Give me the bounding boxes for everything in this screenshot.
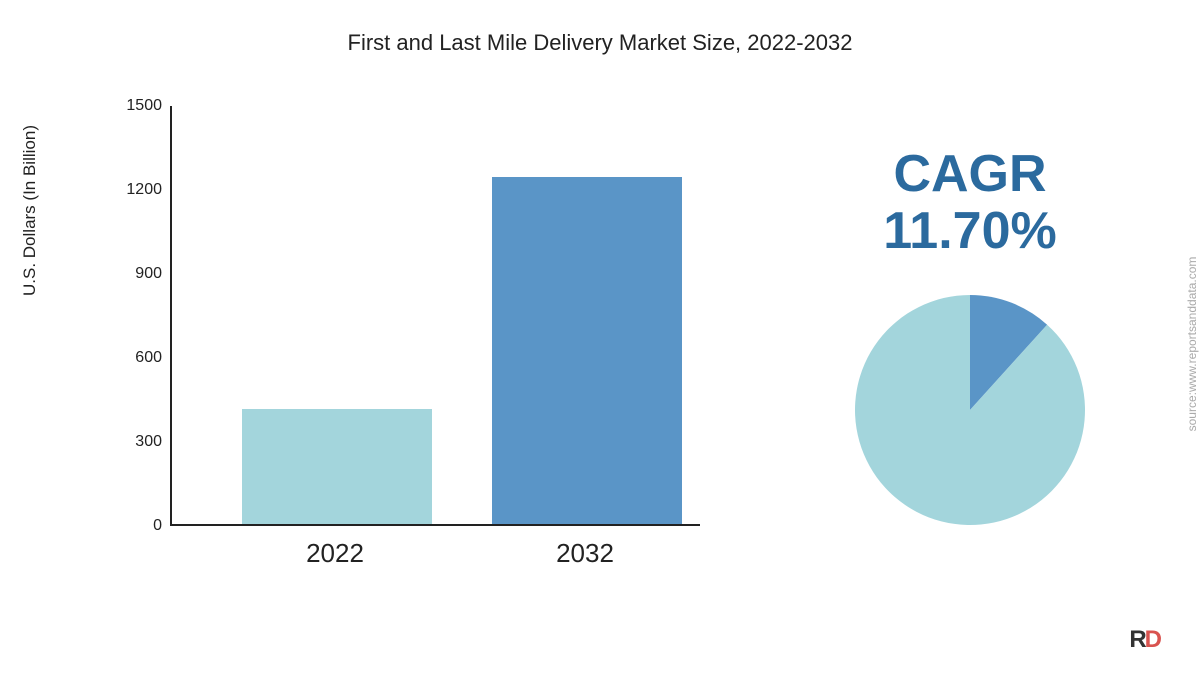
brand-logo: RD: [1129, 626, 1160, 654]
bar: [242, 409, 432, 524]
bar-chart: U.S. Dollars (In Billion) 03006009001200…: [40, 106, 720, 586]
plot-area: [170, 106, 700, 526]
y-tick: 1200: [120, 181, 162, 199]
x-tick: 2032: [556, 538, 614, 569]
y-tick: 0: [120, 517, 162, 535]
cagr-value: 11.70%: [780, 203, 1160, 260]
x-tick: 2022: [306, 538, 364, 569]
logo-d: D: [1145, 626, 1160, 653]
pie-chart: [780, 295, 1160, 525]
content-row: U.S. Dollars (In Billion) 03006009001200…: [40, 106, 1160, 626]
y-tick: 900: [120, 265, 162, 283]
pie-slice: [855, 295, 1085, 525]
cagr-panel: CAGR 11.70%: [720, 106, 1160, 525]
chart-title: First and Last Mile Delivery Market Size…: [40, 30, 1160, 56]
cagr-label: CAGR: [780, 146, 1160, 203]
y-tick: 600: [120, 349, 162, 367]
y-axis-label: U.S. Dollars (In Billion): [20, 125, 40, 296]
y-tick: 1500: [120, 97, 162, 115]
y-tick: 300: [120, 433, 162, 451]
bar: [492, 177, 682, 524]
source-attribution: source:www.reportsanddata.com: [1185, 257, 1199, 432]
logo-r: R: [1129, 626, 1144, 653]
